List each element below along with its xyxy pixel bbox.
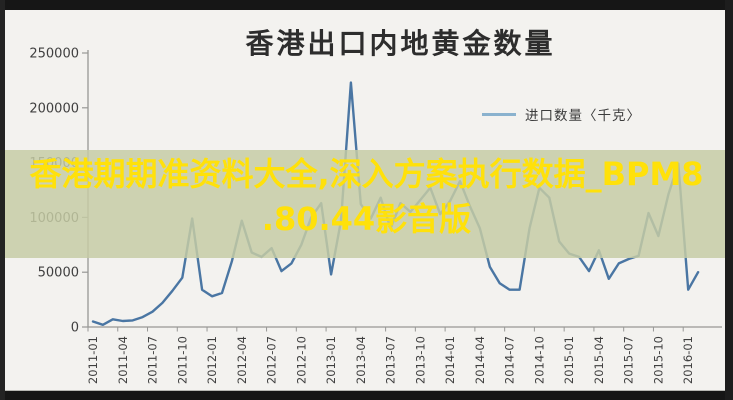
overlay-band (0, 150, 733, 258)
x-axis-tick-label: 2014-04 (473, 336, 487, 384)
bottom-black-bar (0, 390, 733, 400)
top-black-bar (0, 0, 733, 10)
legend-line-icon (482, 112, 516, 116)
x-axis-tick-label: 2013-01 (324, 336, 338, 384)
x-axis-tick-label: 2015-10 (651, 336, 665, 384)
watermark-text-line2: .80.44影音版 (261, 200, 472, 238)
x-axis-tick-label: 2015-04 (592, 336, 606, 384)
x-axis-tick-label: 2015-01 (562, 336, 576, 384)
x-axis-tick-label: 2013-04 (354, 336, 368, 384)
x-axis-tick-label: 2013-07 (384, 336, 398, 384)
y-axis-tick-label: 250000 (29, 47, 79, 62)
x-axis-tick-label: 2011-01 (86, 336, 100, 384)
x-axis-tick-label: 2014-07 (503, 336, 517, 384)
x-axis-tick-label: 2011-10 (175, 336, 189, 384)
x-axis-tick-label: 2012-07 (265, 336, 279, 384)
x-axis-tick-label: 2012-10 (294, 336, 308, 384)
y-axis-tick-label: 50000 (38, 266, 79, 281)
chart-title: 香港出口内地黄金数量 (245, 27, 556, 60)
x-axis-tick-label: 2011-04 (116, 336, 130, 384)
y-axis-tick-label: 200000 (29, 101, 79, 116)
x-axis-tick-label: 2011-07 (146, 336, 160, 384)
right-black-bar (725, 0, 733, 400)
x-axis-tick-label: 2012-04 (235, 336, 249, 384)
watermark-text: 香港期期准资料大全,深入方案执行数据_BPM8 .80.44影音版 (0, 152, 733, 242)
x-axis-tick-label: 2015-07 (622, 336, 636, 384)
x-axis-tick-label: 2014-10 (532, 336, 546, 384)
y-axis-tick-label: 0 (71, 321, 79, 336)
watermark-text-line1: 香港期期准资料大全,深入方案执行数据_BPM8 (29, 155, 704, 193)
x-axis-tick-label: 2016-01 (681, 336, 695, 384)
x-axis-tick-label: 2014-01 (443, 336, 457, 384)
x-axis-tick-label: 2013-10 (413, 336, 427, 384)
legend: 进口数量〈千克〉 (482, 104, 641, 124)
x-axis-tick-label: 2012-01 (205, 336, 219, 384)
left-black-bar (0, 0, 5, 400)
legend-label: 进口数量〈千克〉 (525, 108, 641, 124)
